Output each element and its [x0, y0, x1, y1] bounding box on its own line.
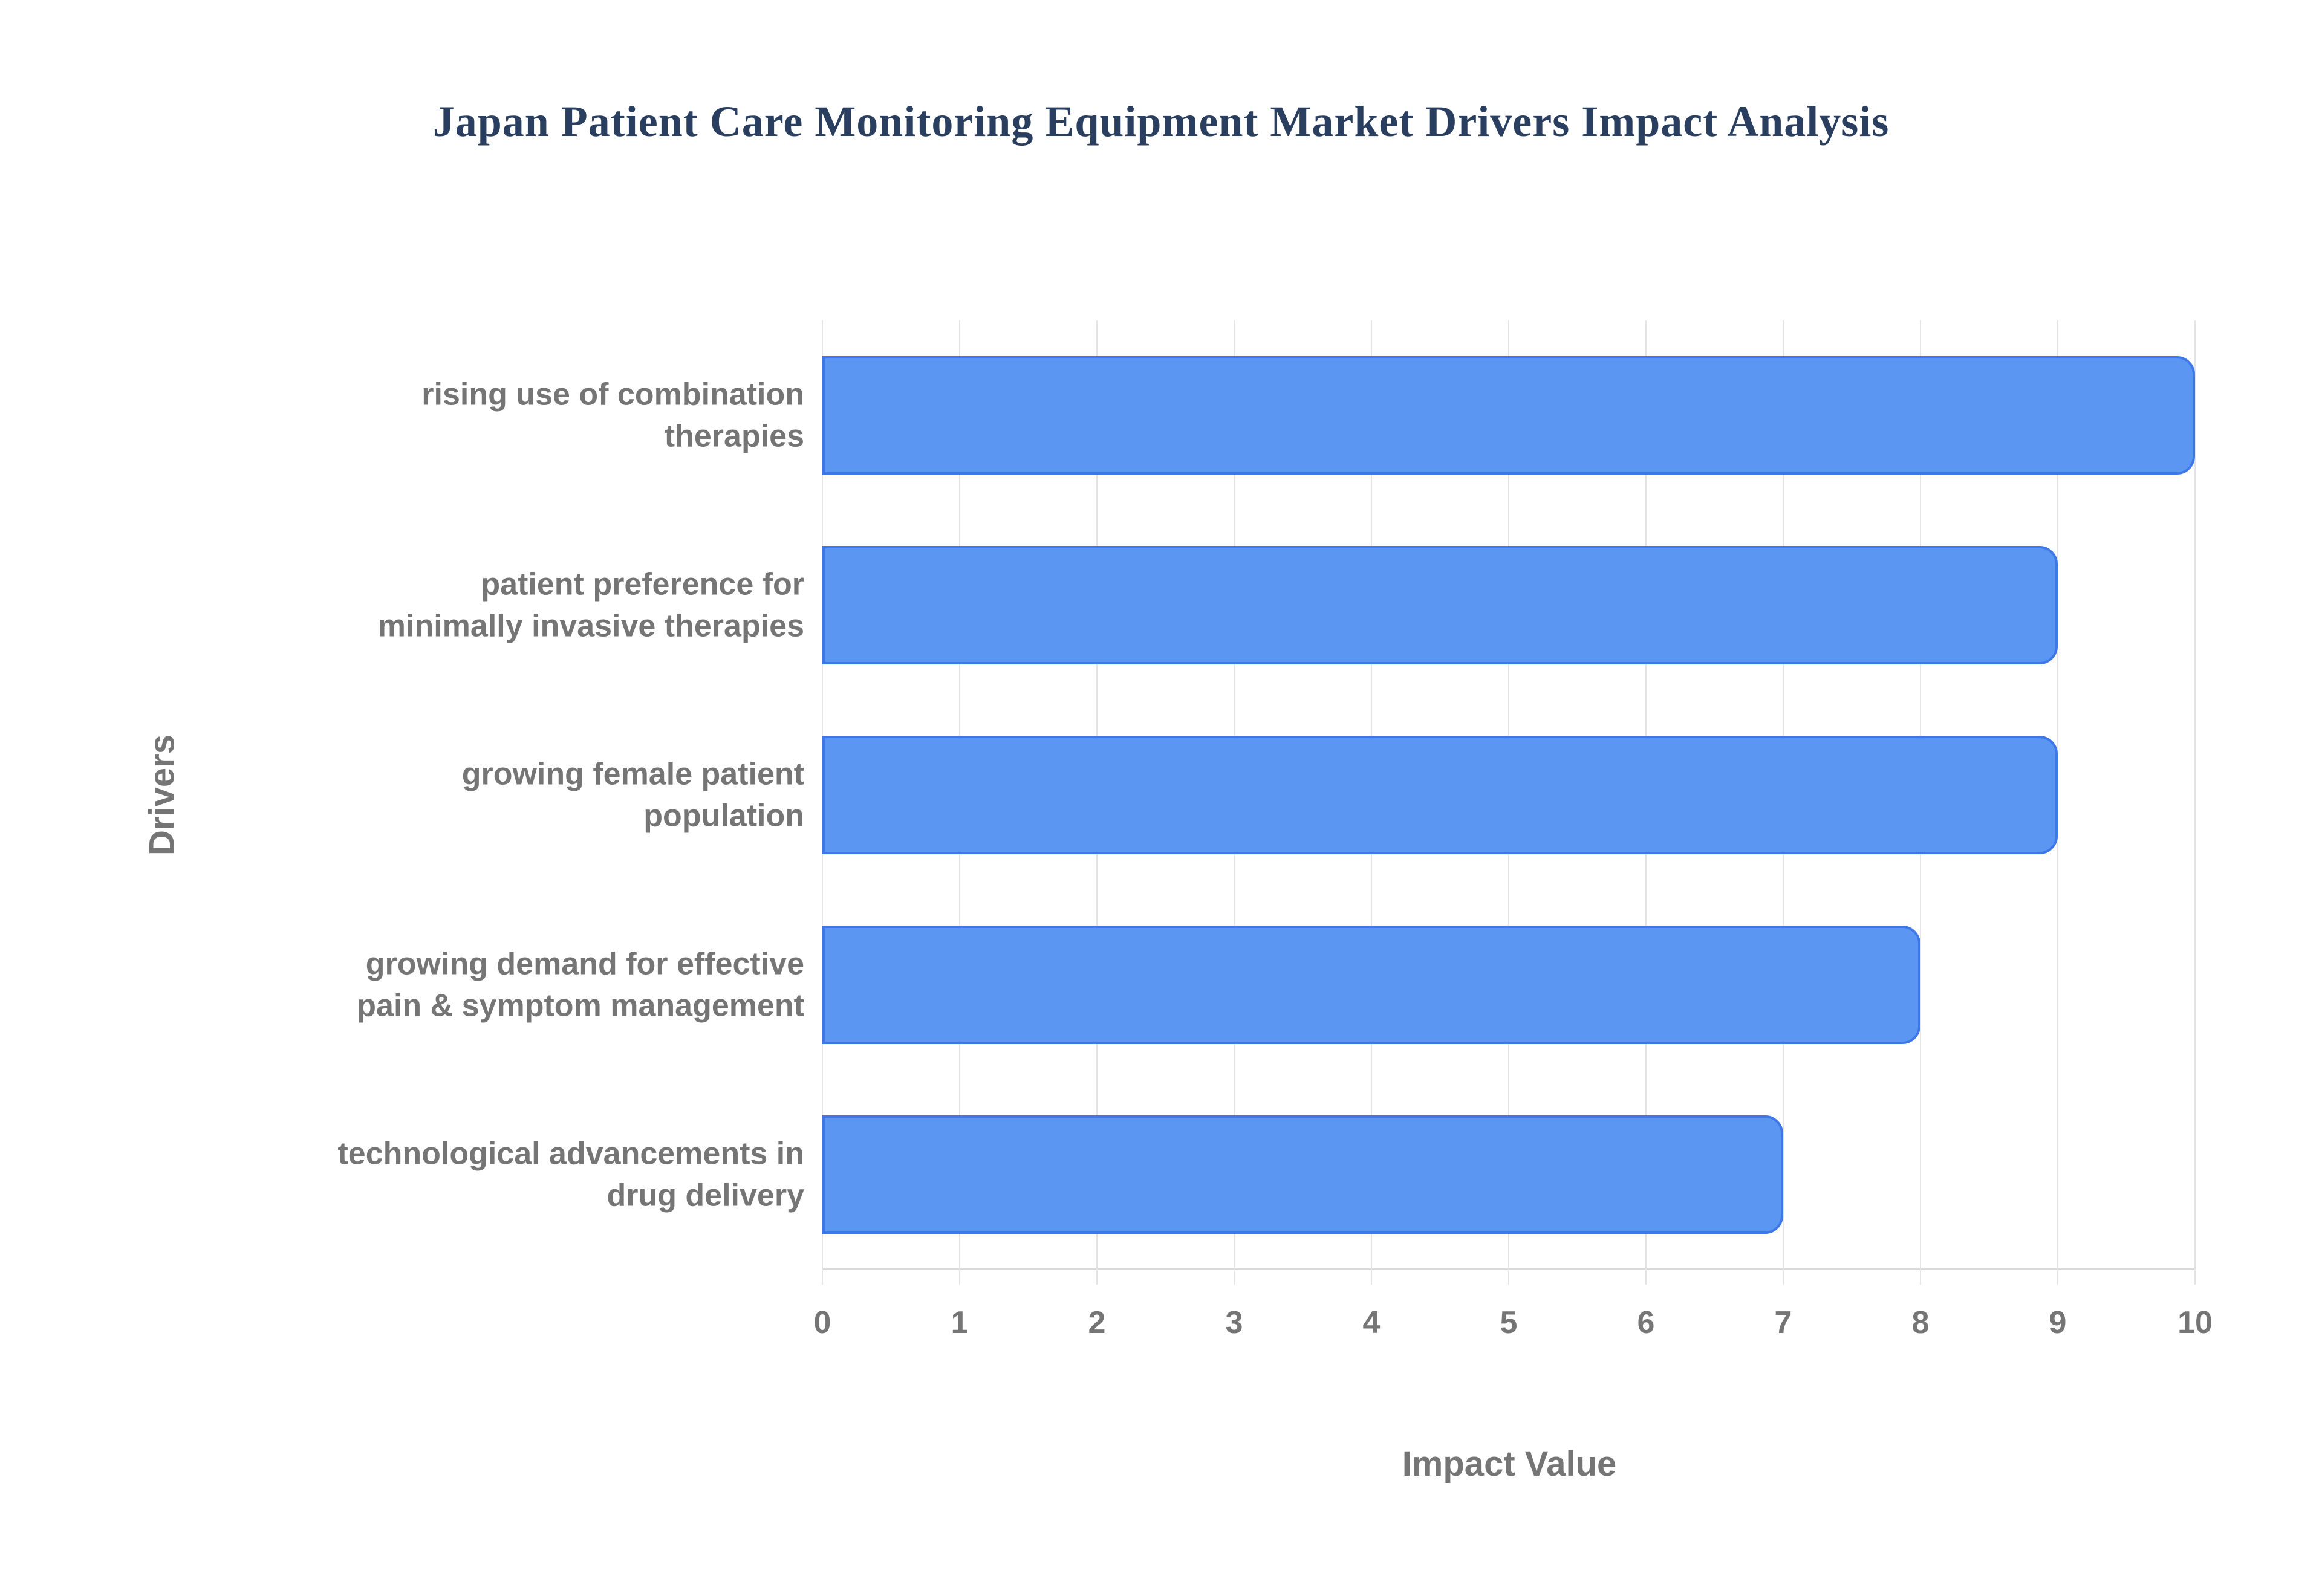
y-axis-title: Drivers [142, 735, 182, 855]
gridline [2057, 320, 2058, 1285]
category-label: growing demand for effective pain & symp… [357, 946, 804, 1023]
x-tick-label: 8 [1911, 1305, 1930, 1340]
gridline [2194, 320, 2196, 1285]
x-tick-label: 7 [1774, 1305, 1792, 1340]
x-axis-title: Impact Value [1402, 1444, 1617, 1484]
category-label: technological advancements in drug deliv… [337, 1136, 804, 1213]
bar[interactable] [822, 736, 2058, 854]
x-tick-label: 0 [813, 1305, 831, 1340]
category-label: growing female patient population [461, 756, 804, 833]
x-tick-label: 1 [951, 1305, 969, 1340]
x-tick-label: 10 [2177, 1305, 2213, 1340]
x-tick-label: 5 [1500, 1305, 1518, 1340]
category-label: rising use of combination therapies [421, 377, 804, 453]
x-tick-label: 6 [1637, 1305, 1655, 1340]
category-label: patient preference for minimally invasiv… [377, 566, 804, 643]
bar[interactable] [822, 926, 1920, 1044]
chart-title: Japan Patient Care Monitoring Equipment … [432, 97, 1890, 146]
x-tick-label: 9 [2049, 1305, 2067, 1340]
x-tick-label: 2 [1088, 1305, 1106, 1340]
x-axis-line [822, 1268, 2196, 1270]
x-tick-label: 3 [1225, 1305, 1243, 1340]
bar[interactable] [822, 356, 2195, 475]
x-tick-label: 4 [1362, 1305, 1381, 1340]
bar[interactable] [822, 546, 2058, 664]
bar[interactable] [822, 1115, 1783, 1234]
